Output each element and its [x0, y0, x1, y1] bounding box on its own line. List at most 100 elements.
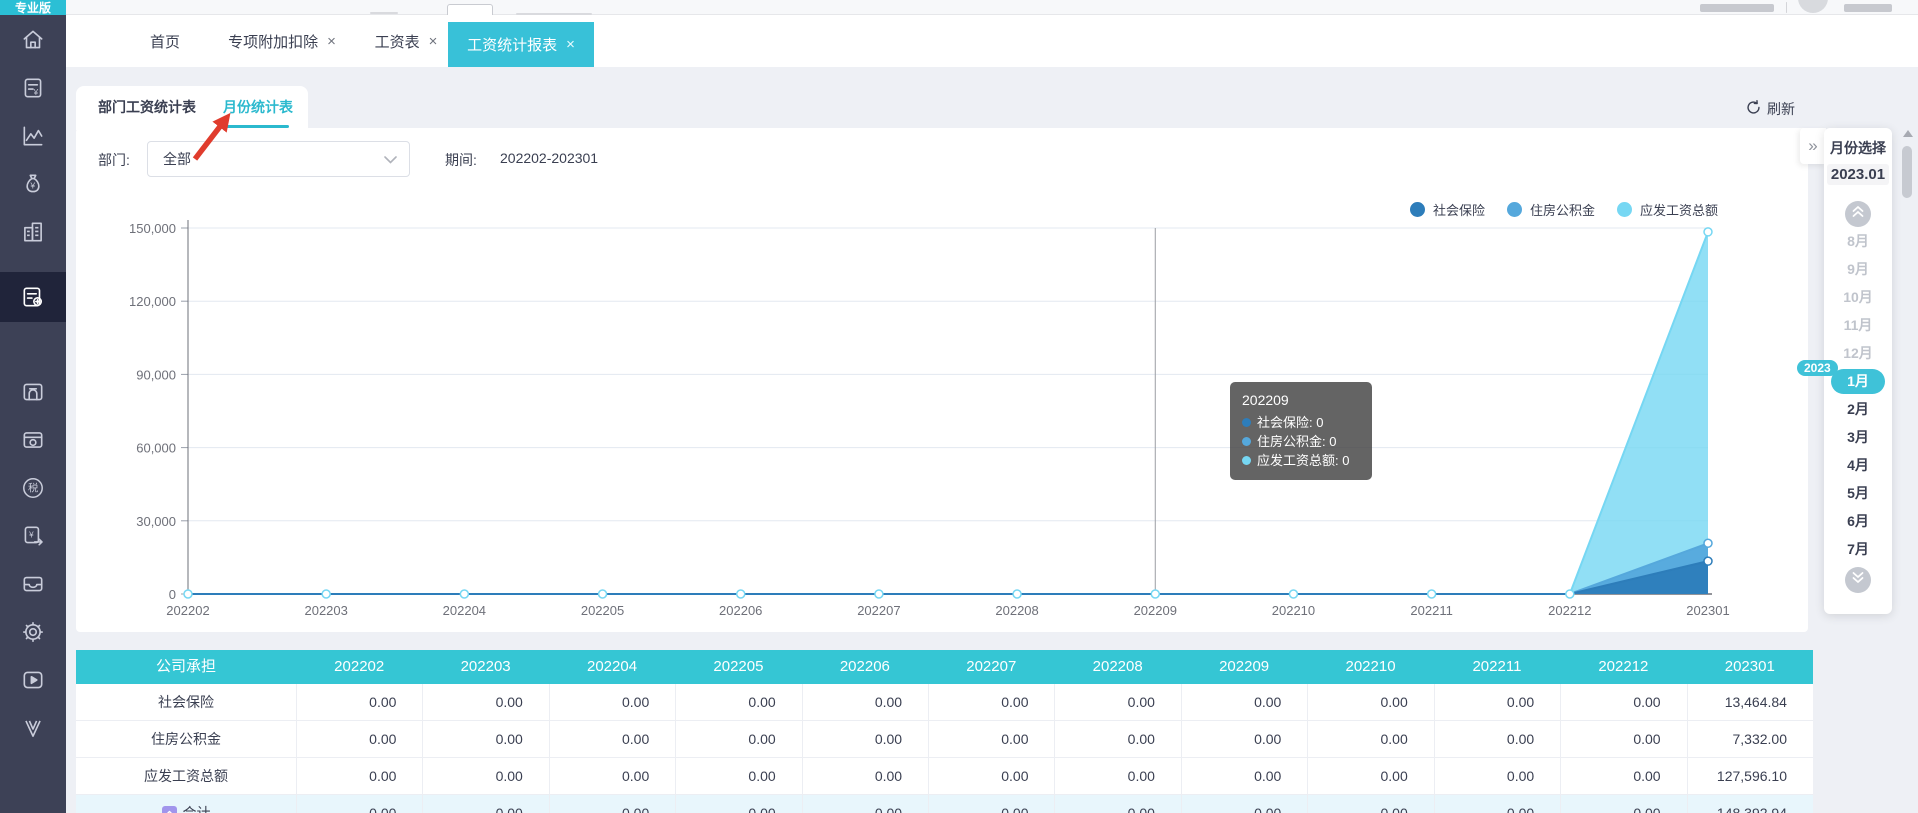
month-item-5月[interactable]: 5月 [1847, 485, 1869, 501]
table-cell: 0.00 [1054, 795, 1180, 813]
table-cell: 0.00 [1180, 721, 1307, 757]
chart-legend: 社会保险 住房公积金 应发工资总额 [1409, 200, 1718, 219]
svg-text:202205: 202205 [581, 603, 624, 618]
sidebar-item-video[interactable] [0, 657, 66, 703]
scroll-months-down-button[interactable] [1845, 567, 1871, 593]
svg-text:202301: 202301 [1686, 603, 1729, 618]
table-cell: 0.00 [1560, 721, 1686, 757]
topbar-fragment [370, 12, 398, 14]
table-cell: 0.00 [801, 795, 928, 813]
month-item-10月[interactable]: 10月 [1843, 289, 1873, 305]
sidebar-item-capital[interactable] [0, 417, 66, 463]
legend-item-social-insurance[interactable]: 社会保险 [1409, 200, 1485, 219]
collapse-month-panel-button[interactable]: » [1800, 128, 1826, 164]
sidebar-item-reports[interactable] [0, 113, 66, 159]
month-item-4月[interactable]: 4月 [1847, 457, 1869, 473]
month-item-selected[interactable]: 1月 [1831, 368, 1885, 394]
table-row: 应发工资总额 0.00 0.00 0.00 0.00 0.00 0.00 0.00 0.00 0.… [76, 758, 1813, 795]
sidebar-item-tax[interactable]: 税 [0, 465, 66, 511]
refresh-label: 刷新 [1767, 101, 1795, 117]
table-cell: 0.00 [801, 758, 928, 794]
row-label: 住房公积金 [151, 731, 221, 747]
subtab-month-report[interactable]: 月份统计表 [223, 99, 293, 115]
tab-close-icon[interactable]: × [327, 32, 336, 50]
tab-bar: 首页 专项附加扣除 × 工资表 × 工资统计报表 × × [66, 15, 1918, 67]
sidebar-item-invoice[interactable]: ¥ [0, 65, 66, 111]
table-cell: 148,392.94 [1686, 795, 1813, 813]
legend-item-housing-fund[interactable]: 住房公积金 [1506, 200, 1595, 219]
table-cell: 0.00 [675, 795, 801, 813]
sidebar-item-company[interactable] [0, 209, 66, 255]
tab-close-icon[interactable]: × [428, 32, 438, 50]
month-item-7月[interactable]: 7月 [1847, 541, 1869, 557]
department-select[interactable]: 全部 [147, 141, 410, 177]
month-panel-title: 月份选择 [1830, 140, 1886, 156]
table-cell: 0.00 [1560, 795, 1686, 813]
stacked-area-chart[interactable]: 0 30,000 60,000 90,000 120,000 150,000 202202 2… [76, 128, 1808, 632]
money-bag-icon: ¥ [20, 171, 46, 197]
tab-salary-report[interactable]: 工资统计报表 × [448, 22, 594, 67]
salary-summary-table: 公司承担 202202 202203 202204 202205 202206 202207… [76, 650, 1813, 813]
month-item-2月[interactable]: 2月 [1847, 401, 1869, 417]
chevron-double-down-icon [1851, 571, 1865, 589]
sidebar-item-funds[interactable]: ¥ [0, 161, 66, 207]
legend-label: 社会保险 [1432, 203, 1485, 218]
scrollbar-up-arrow[interactable] [1903, 130, 1913, 137]
legend-label: 应发工资总额 [1639, 203, 1718, 218]
table-header-row: 公司承担 202202 202203 202204 202205 202206 202207… [76, 650, 1813, 684]
tab-special-deduction[interactable]: 专项附加扣除 × [212, 15, 352, 67]
avatar[interactable] [1798, 0, 1828, 13]
tab-label: 工资表 [374, 33, 420, 51]
svg-text:150,000: 150,000 [129, 221, 176, 236]
salary-report-icon [20, 284, 46, 310]
month-item-12月[interactable]: 12月 [1843, 345, 1873, 361]
period-filter-label: 期间: [445, 152, 477, 168]
svg-text:202206: 202206 [719, 603, 762, 618]
table-header-cell: 202204 [587, 658, 638, 675]
table-cell: 0.00 [296, 758, 422, 794]
refresh-button[interactable]: 刷新 [1746, 98, 1795, 120]
legend-item-gross-salary[interactable]: 应发工资总额 [1616, 200, 1718, 219]
month-item-3月[interactable]: 3月 [1847, 429, 1869, 445]
table-cell: 127,596.10 [1686, 758, 1813, 794]
sidebar-item-bank[interactable] [0, 369, 66, 415]
subtab-card: 部门工资统计表 月份统计表 [76, 86, 308, 130]
svg-text:202204: 202204 [443, 603, 486, 618]
tab-salary-sheet[interactable]: 工资表 × [364, 15, 448, 67]
sidebar-item-home[interactable] [0, 17, 66, 63]
table-cell: 13,464.84 [1686, 684, 1813, 720]
table-header-cell: 202203 [460, 658, 511, 675]
legend-dot [1616, 202, 1632, 217]
sidebar-item-salary-report[interactable] [0, 272, 66, 322]
table-cell: 0.00 [296, 684, 422, 720]
topbar [0, 0, 1918, 18]
scroll-months-up-button[interactable] [1845, 201, 1871, 227]
table-cell: 0.00 [296, 721, 422, 757]
tab-close-icon[interactable]: × [566, 36, 575, 53]
sidebar-item-inbox[interactable] [0, 561, 66, 607]
month-item-9月[interactable]: 9月 [1847, 261, 1869, 277]
month-item-8月[interactable]: 8月 [1847, 233, 1869, 249]
topbar-user-text-fragment [1844, 4, 1892, 12]
svg-text:¥: ¥ [28, 531, 34, 540]
table-cell: 0.00 [1180, 684, 1307, 720]
table-cell: 0.00 [548, 795, 675, 813]
table-cell: 0.00 [801, 721, 928, 757]
table-cell: 0.00 [1560, 684, 1686, 720]
table-header-cell: 202205 [713, 658, 764, 675]
table-cell: 0.00 [1054, 758, 1180, 794]
edition-badge: 专业版 [0, 0, 66, 15]
subtab-department-report[interactable]: 部门工资统计表 [98, 99, 196, 115]
scrollbar-thumb[interactable] [1902, 146, 1912, 198]
tab-home[interactable]: 首页 [136, 15, 194, 67]
table-cell: 0.00 [1433, 721, 1560, 757]
month-item-11月[interactable]: 11月 [1843, 317, 1873, 333]
table-row: 住房公积金 0.00 0.00 0.00 0.00 0.00 0.00 0.00 0.00 0.0… [76, 721, 1813, 758]
sidebar-item-settings[interactable] [0, 609, 66, 655]
sidebar-item-v-assistant[interactable] [0, 705, 66, 751]
row-label: 合计 [76, 795, 296, 813]
sidebar-item-transfer[interactable]: ¥ [0, 513, 66, 559]
table-cell: 0.00 [1433, 795, 1560, 813]
month-item-6月[interactable]: 6月 [1847, 513, 1869, 529]
table-cell: 0.00 [548, 758, 675, 794]
